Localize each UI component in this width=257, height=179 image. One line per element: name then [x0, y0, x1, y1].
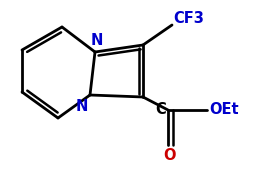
Text: O: O — [163, 148, 175, 163]
Text: N: N — [76, 99, 88, 114]
Text: N: N — [91, 33, 103, 48]
Text: C: C — [155, 101, 166, 117]
Text: OEt: OEt — [209, 101, 239, 117]
Text: CF3: CF3 — [173, 11, 204, 25]
